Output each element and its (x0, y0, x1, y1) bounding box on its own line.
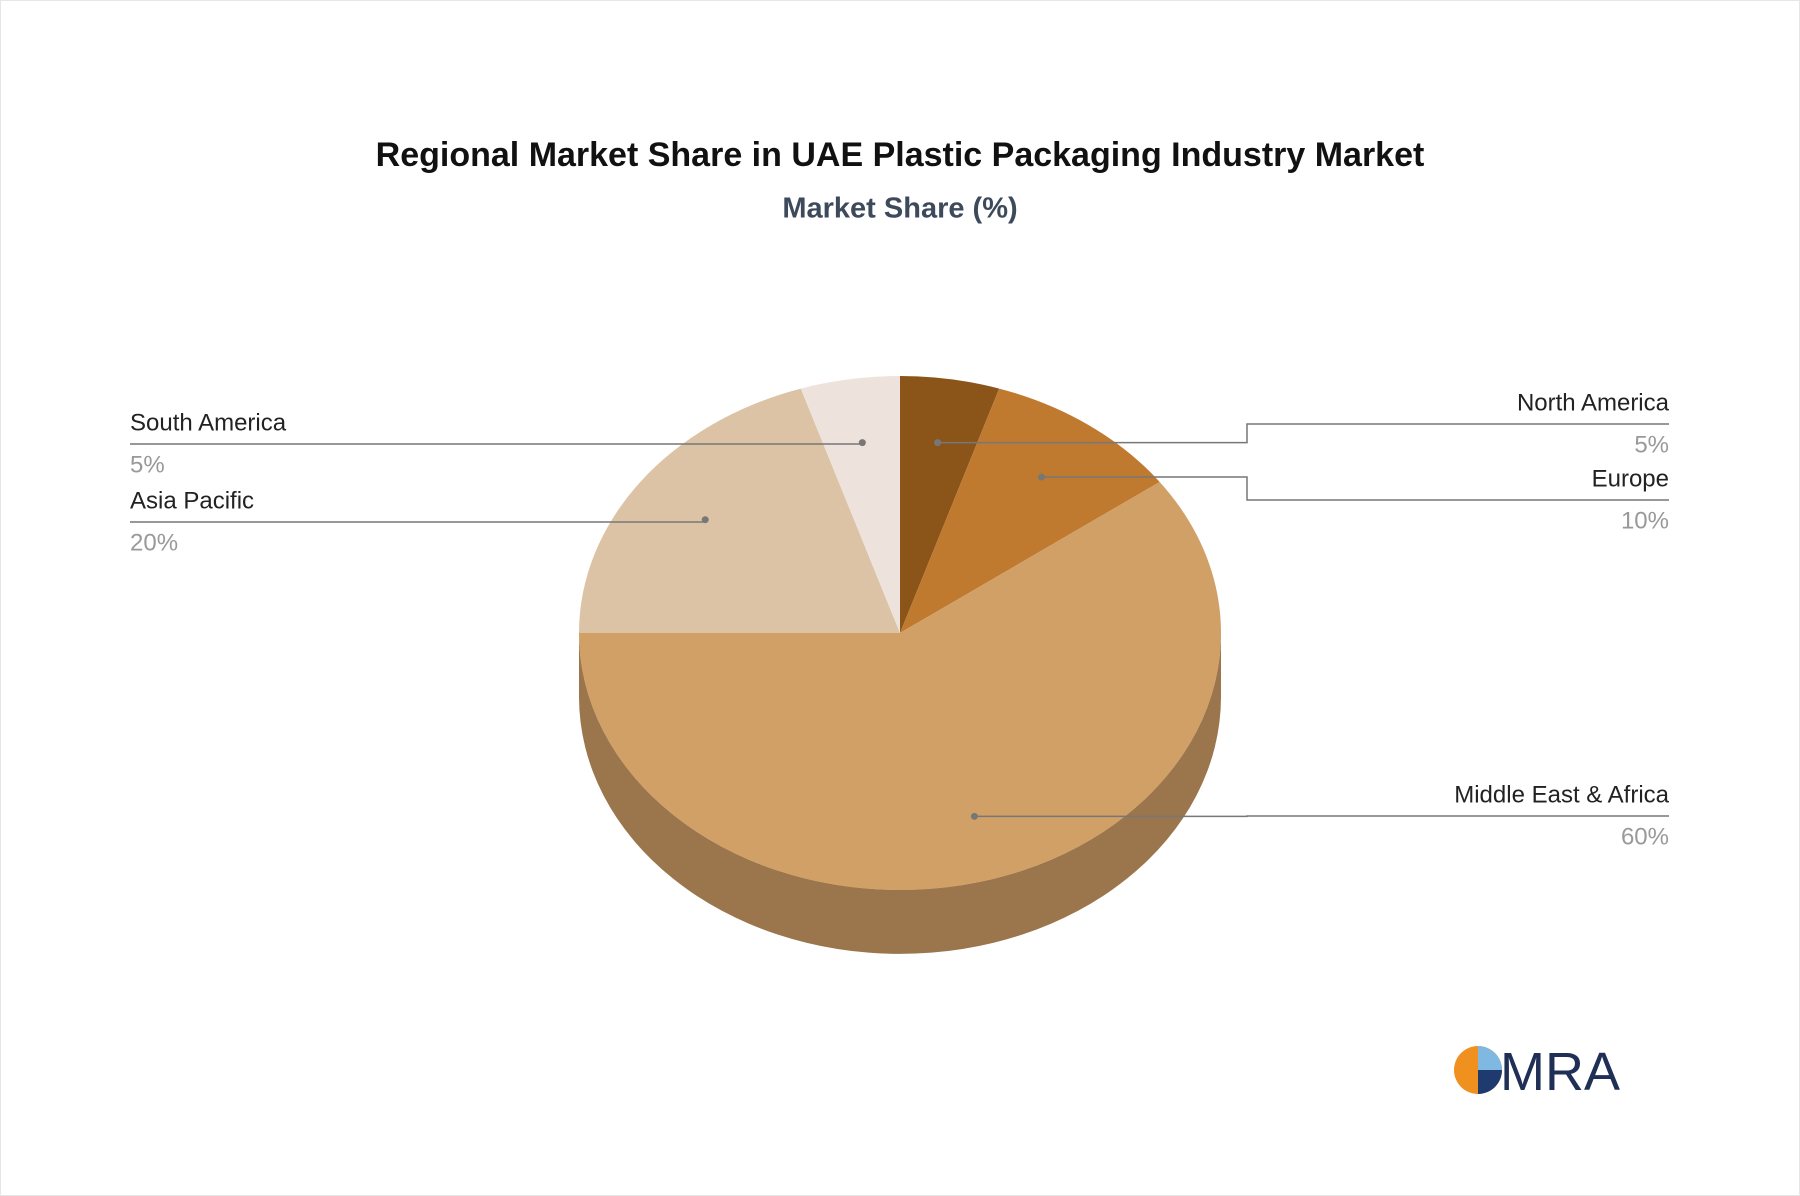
logo: MRA (1454, 1042, 1620, 1102)
pie-side (579, 633, 1221, 954)
logo-icon-part (1478, 1046, 1502, 1070)
slice-label: North America (1517, 389, 1670, 416)
pie-slice (900, 388, 1160, 633)
leader-dot (858, 439, 866, 447)
slice-value: 20% (130, 529, 178, 556)
leader-line (937, 423, 1669, 444)
pie-slice (579, 481, 1221, 890)
leader-dot (970, 812, 978, 820)
slice-label: South America (130, 409, 287, 436)
leader-dot (934, 439, 942, 447)
leader-dot (701, 516, 709, 524)
logo-text: MRA (1500, 1042, 1620, 1102)
pie-slice (800, 376, 900, 633)
leader-line (1041, 476, 1669, 501)
slice-value: 5% (130, 451, 165, 478)
pie-slice (579, 388, 900, 633)
pie: North America 5% Europe 10% Middle East & Af… (130, 376, 1670, 954)
slice-label: Middle East & Africa (1454, 781, 1669, 808)
pie-slice (900, 376, 1000, 633)
logo-icon-part (1478, 1070, 1502, 1094)
slice-value: 5% (1634, 431, 1669, 458)
slice-value: 60% (1621, 823, 1669, 850)
chart-subtitle: Market Share (%) (782, 193, 1017, 225)
slice-label: Europe (1592, 465, 1669, 492)
chart-title: Regional Market Share in UAE Plastic Pac… (376, 136, 1425, 174)
slice-label: Asia Pacific (130, 487, 254, 514)
leader-dot (1038, 473, 1046, 481)
slice-value: 10% (1621, 507, 1669, 534)
